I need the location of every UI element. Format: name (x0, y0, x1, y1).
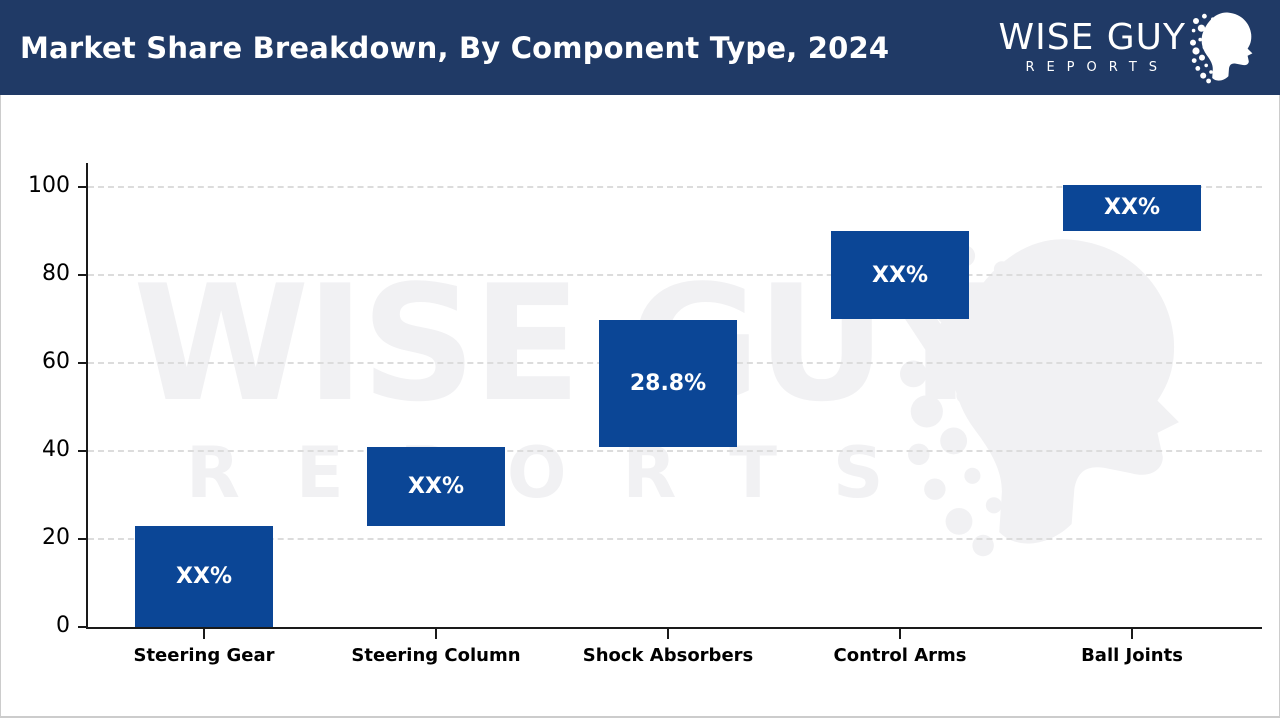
y-tick-mark (78, 274, 88, 276)
bar-value-label-shock-absorbers: 28.8% (629, 370, 707, 396)
bar-steering-column: XX% (367, 446, 505, 526)
logo-brand-subtitle: REPORTS (1025, 60, 1170, 75)
bar-value-label-ball-joints: XX% (1104, 195, 1160, 221)
x-tick-mark (203, 629, 205, 639)
y-tick-mark (78, 186, 88, 188)
x-category-label-steering-column: Steering Column (351, 645, 521, 666)
bar-value-label-steering-column: XX% (408, 473, 464, 499)
bar-shock-absorbers: 28.8% (599, 319, 737, 447)
x-category-label-steering-gear: Steering Gear (133, 645, 275, 666)
bar-value-label-steering-gear: XX% (176, 563, 232, 589)
y-axis (86, 163, 88, 629)
logo-wordmark: WISE GUY REPORTS (998, 17, 1187, 76)
y-tick-label: 60 (42, 349, 70, 374)
y-tick-label: 40 (42, 437, 70, 462)
gridline-80 (88, 274, 1262, 276)
gridline-100 (88, 186, 1262, 188)
header-bar: Market Share Breakdown, By Component Typ… (0, 0, 1280, 95)
bar-steering-gear: XX% (135, 525, 273, 627)
x-tick-mark (1131, 629, 1133, 639)
y-tick-label: 20 (42, 525, 70, 550)
gridline-40 (88, 450, 1262, 452)
gridline-20 (88, 538, 1262, 540)
x-axis (86, 627, 1262, 629)
y-tick-mark (78, 362, 88, 364)
y-tick-label: 100 (28, 173, 70, 198)
y-tick-mark (78, 538, 88, 540)
y-tick-mark (78, 450, 88, 452)
x-category-label-ball-joints: Ball Joints (1081, 645, 1183, 666)
y-tick-label: 0 (56, 613, 70, 638)
logo-face-icon (1190, 11, 1256, 85)
x-tick-mark (899, 629, 901, 639)
logo: WISE GUY REPORTS (999, 11, 1257, 85)
y-tick-label: 80 (42, 261, 70, 286)
x-tick-mark (667, 629, 669, 639)
page-title: Market Share Breakdown, By Component Typ… (20, 30, 890, 65)
x-tick-mark (435, 629, 437, 639)
x-category-label-shock-absorbers: Shock Absorbers (582, 645, 754, 666)
y-tick-mark (78, 626, 88, 628)
bar-value-label-control-arms: XX% (872, 262, 928, 288)
logo-brand-name: WISE GUY (998, 17, 1186, 58)
x-category-label-control-arms: Control Arms (833, 645, 967, 666)
bar-ball-joints: XX% (1063, 184, 1201, 231)
bar-control-arms: XX% (831, 231, 969, 319)
